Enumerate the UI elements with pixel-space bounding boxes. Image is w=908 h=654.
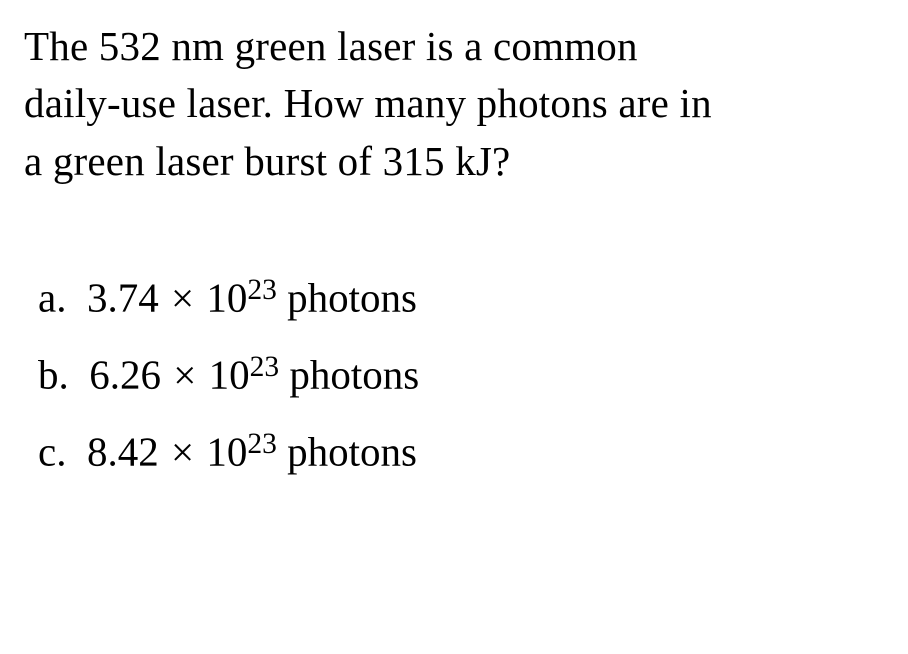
option-coefficient: 8.42 — [87, 429, 159, 475]
option-coefficient: 6.26 — [89, 352, 161, 398]
option-coefficient: 3.74 — [87, 275, 159, 321]
times-symbol: × — [169, 275, 196, 321]
times-symbol: × — [169, 429, 196, 475]
times-symbol: × — [171, 352, 198, 398]
option-letter: b. — [38, 352, 69, 398]
option-exponent: 23 — [247, 274, 277, 306]
option-unit: photons — [287, 429, 417, 475]
option-base: 10 — [209, 352, 250, 398]
page: The 532 nm green laser is a common daily… — [0, 0, 908, 654]
option-base: 10 — [206, 429, 247, 475]
option-c: c. 8.42 × 1023 photons — [24, 422, 884, 481]
option-a: a. 3.74 × 1023 photons — [24, 268, 884, 327]
question-line-1: The 532 nm green laser is a common — [24, 18, 884, 75]
question-line-2: daily-use laser. How many photons are in — [24, 75, 884, 132]
option-letter: a. — [38, 275, 66, 321]
question-line-3: a green laser burst of 315 kJ? — [24, 133, 884, 190]
option-base: 10 — [206, 275, 247, 321]
option-exponent: 23 — [247, 428, 277, 460]
option-letter: c. — [38, 429, 66, 475]
question-text: The 532 nm green laser is a common daily… — [24, 18, 884, 190]
option-unit: photons — [289, 352, 419, 398]
answer-options: a. 3.74 × 1023 photons b. 6.26 × 1023 ph… — [24, 268, 884, 481]
option-b: b. 6.26 × 1023 photons — [24, 345, 884, 404]
option-exponent: 23 — [250, 351, 280, 383]
option-unit: photons — [287, 275, 417, 321]
